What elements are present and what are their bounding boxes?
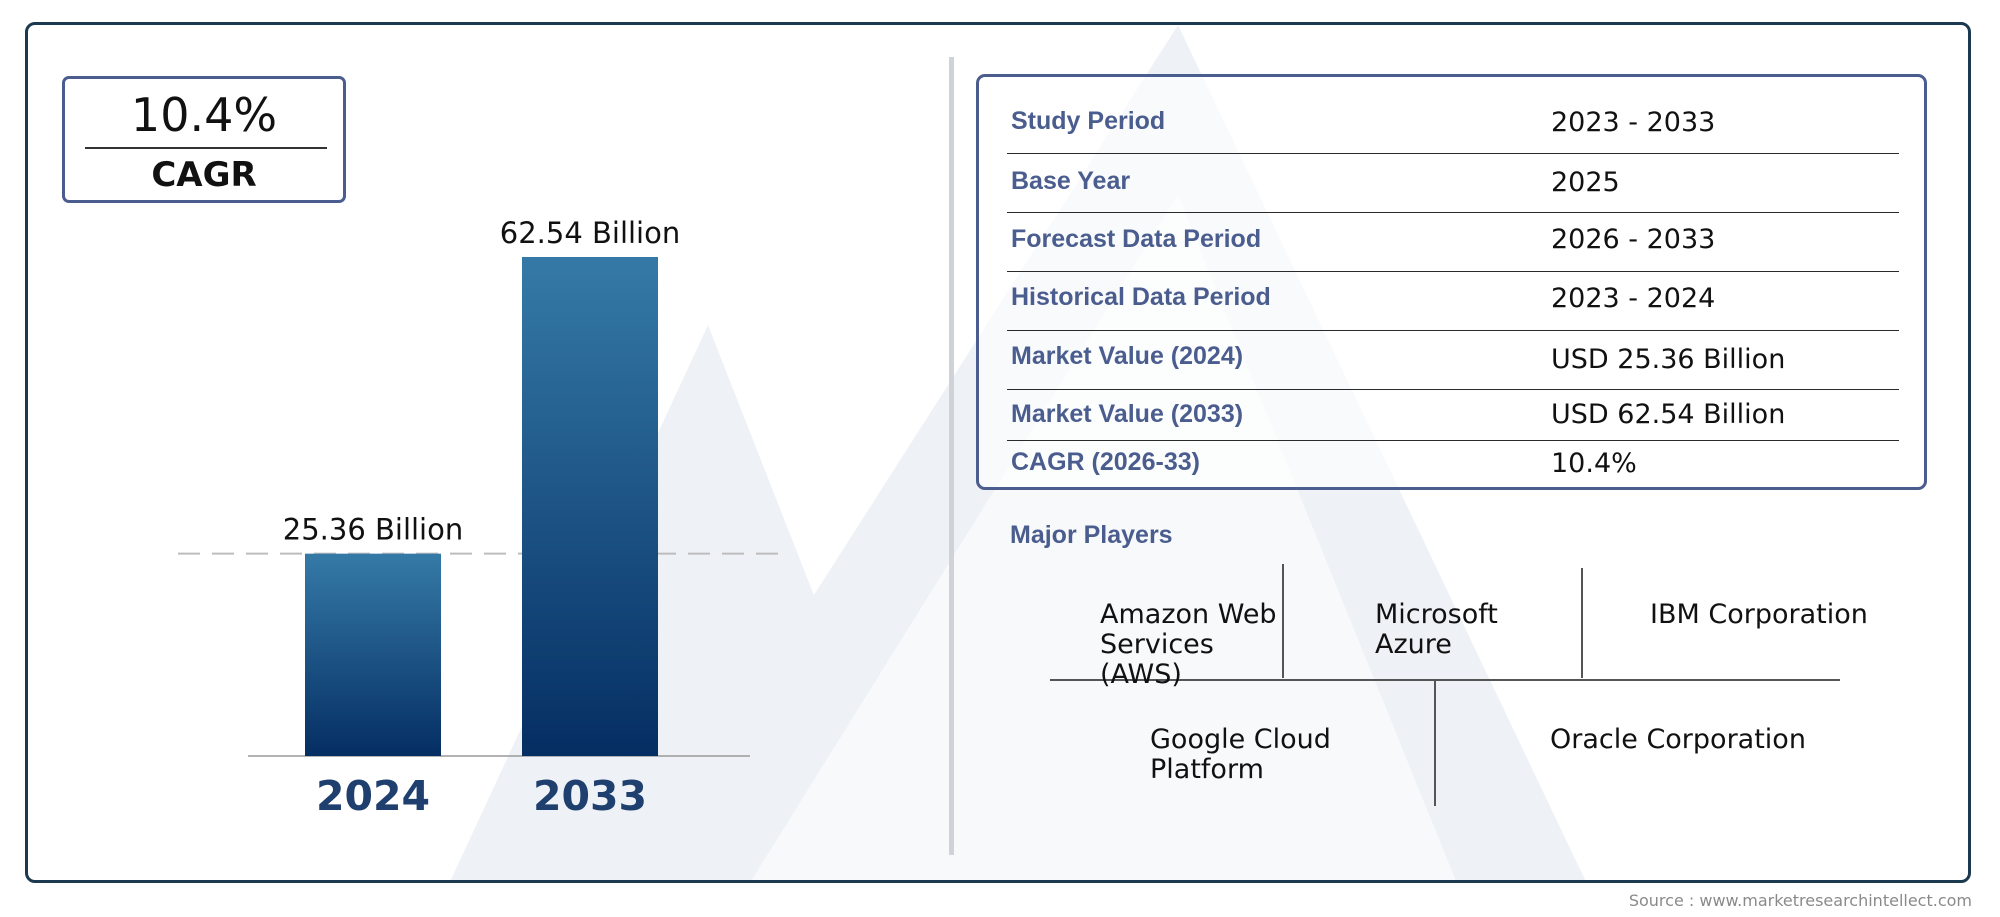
data-label-2033: 62.54 Billion: [500, 216, 681, 250]
bar-2024: [305, 553, 441, 756]
category-label-2024: 2024: [316, 772, 430, 820]
cagr-label: CAGR: [151, 155, 257, 195]
info-row: Historical Data Period 2023 - 2024: [1007, 272, 1899, 331]
info-value: 2023 - 2024: [1551, 283, 1716, 314]
player-google-cloud: Google Cloud Platform: [1150, 724, 1331, 785]
info-value: USD 25.36 Billion: [1551, 344, 1786, 375]
player-ibm: IBM Corporation: [1650, 599, 1868, 630]
info-row: Market Value (2033) USD 62.54 Billion: [1007, 390, 1899, 441]
info-row: Forecast Data Period 2026 - 2033: [1007, 213, 1899, 272]
info-row: CAGR (2026-33) 10.4%: [1007, 441, 1899, 491]
player-oracle: Oracle Corporation: [1550, 724, 1806, 755]
info-row: Base Year 2025: [1007, 154, 1899, 213]
panel-divider: [949, 57, 954, 855]
info-value: 10.4%: [1551, 448, 1637, 479]
info-label: Market Value (2033): [1011, 400, 1244, 428]
data-label-2024: 25.36 Billion: [283, 513, 464, 547]
market-info-table: Study Period 2023 - 2033 Base Year 2025 …: [976, 74, 1927, 490]
bar-2033: [522, 257, 658, 756]
info-label: Base Year: [1011, 167, 1131, 195]
players-divider: [1282, 564, 1284, 678]
info-label: Forecast Data Period: [1011, 225, 1262, 253]
info-row: Market Value (2024) USD 25.36 Billion: [1007, 331, 1899, 390]
info-value: 2026 - 2033: [1551, 224, 1716, 255]
info-label: Market Value (2024): [1011, 342, 1244, 370]
player-microsoft-azure: Microsoft Azure: [1375, 599, 1498, 660]
source-note: Source : www.marketresearchintellect.com: [1628, 891, 1972, 910]
bar-chart: 25.36 Billion 2024 62.54 Billion 2033: [178, 216, 790, 820]
info-value: USD 62.54 Billion: [1551, 399, 1786, 430]
info-row: Study Period 2023 - 2033: [1007, 95, 1899, 154]
info-label: Study Period: [1011, 107, 1166, 135]
info-value: 2023 - 2033: [1551, 107, 1716, 138]
info-value: 2025: [1551, 167, 1620, 198]
players-divider: [1434, 680, 1436, 806]
cagr-rule: [85, 147, 327, 149]
category-label-2033: 2033: [533, 772, 647, 820]
players-divider: [1581, 568, 1583, 678]
players-divider: [1050, 679, 1840, 681]
player-aws: Amazon Web Services (AWS): [1100, 599, 1277, 690]
major-players-title: Major Players: [1010, 521, 1173, 549]
cagr-box: 10.4% CAGR: [62, 76, 346, 203]
info-label: CAGR (2026-33): [1011, 448, 1200, 476]
cagr-value: 10.4%: [130, 88, 278, 142]
info-label: Historical Data Period: [1011, 283, 1271, 311]
